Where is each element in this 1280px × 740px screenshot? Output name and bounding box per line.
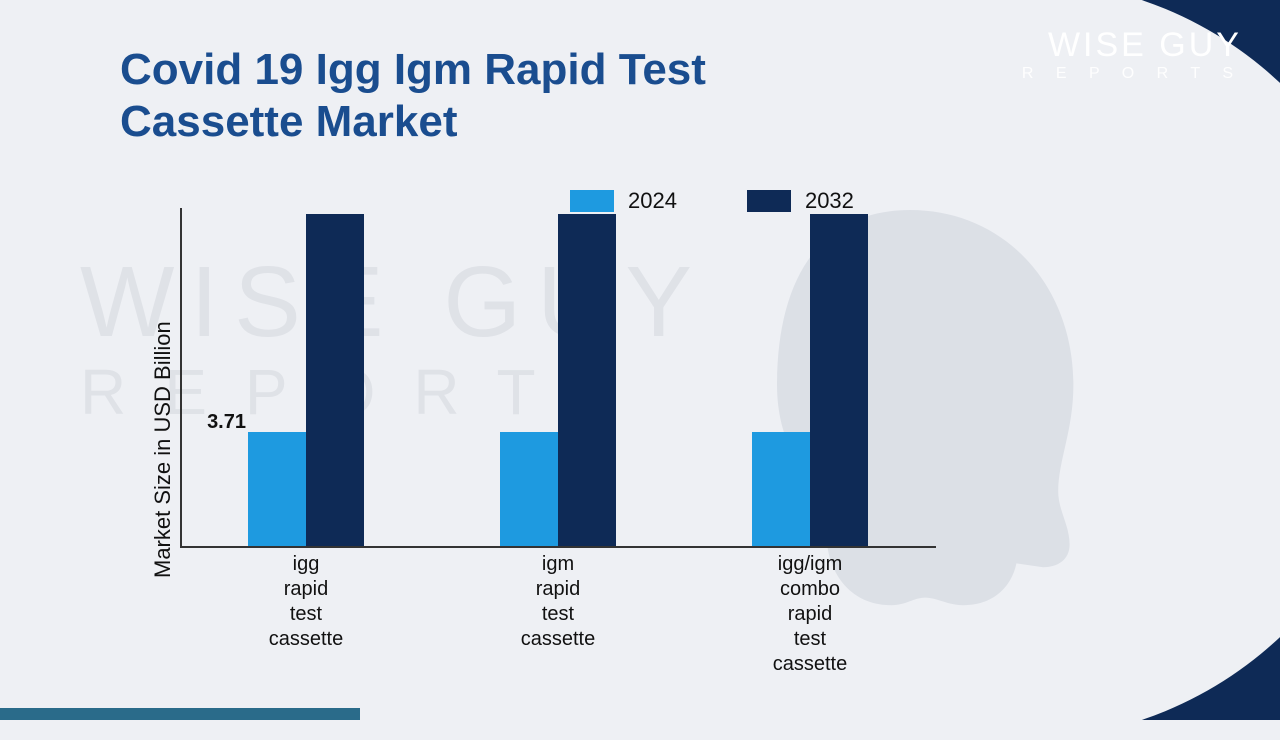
bar-value-label: 3.71 — [186, 411, 246, 434]
brand-logo: WISE GUY R E P O R T S — [1022, 28, 1242, 82]
bar-group — [752, 214, 868, 546]
category-label: igm rapid test cassette — [488, 552, 628, 677]
bar — [248, 432, 306, 546]
bars-container: 3.71 — [180, 208, 936, 546]
bar-group — [500, 214, 616, 546]
bar — [500, 432, 558, 546]
category-labels: igg rapid test cassette igm rapid test ca… — [180, 552, 936, 677]
logo-line2: R E P O R T S — [1022, 66, 1242, 83]
bar — [810, 214, 868, 546]
category-label: igg/igm combo rapid test cassette — [740, 552, 880, 677]
logo-line1: WISE GUY — [1022, 28, 1242, 64]
page-root: WISE GUY REPORTS WISE GUY R E P O R T S … — [0, 0, 1280, 720]
chart-area: Market Size in USD Billion 3.71 — [106, 208, 936, 548]
bar-group: 3.71 — [248, 214, 364, 546]
bar — [558, 214, 616, 546]
bottom-accent-bar — [0, 708, 360, 720]
y-axis-label: Market Size in USD Billion — [150, 321, 176, 578]
bar — [306, 214, 364, 546]
bar — [752, 432, 810, 546]
category-label: igg rapid test cassette — [236, 552, 376, 677]
x-axis-line — [180, 546, 936, 548]
page-title: Covid 19 Igg Igm Rapid Test Cassette Mar… — [120, 44, 880, 148]
